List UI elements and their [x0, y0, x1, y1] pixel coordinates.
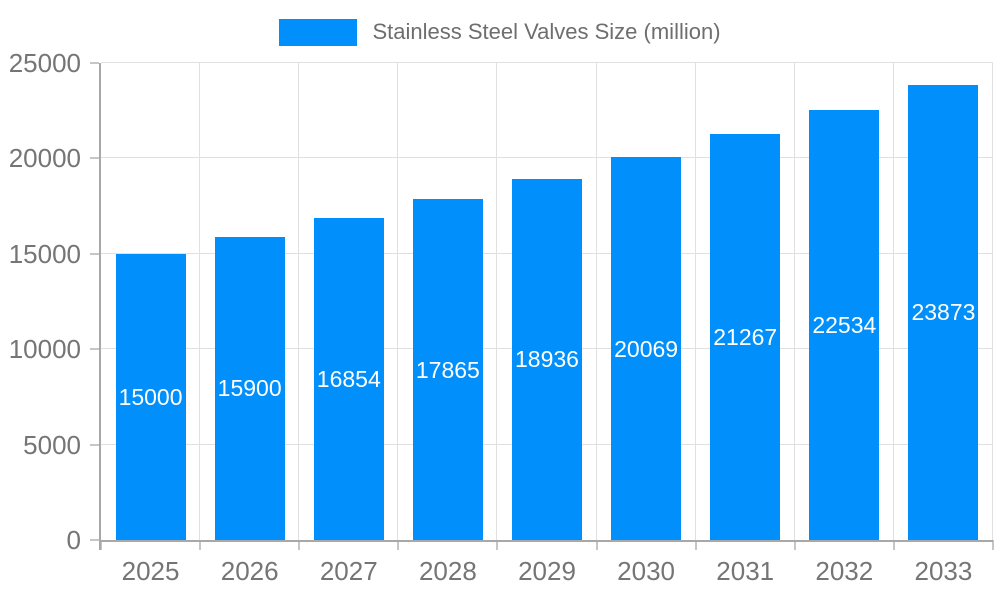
bar-value-label: 21267: [713, 324, 778, 351]
y-axis-line: [99, 63, 101, 550]
legend-label: Stainless Steel Valves Size (million): [372, 19, 721, 44]
x-axis-tick: [694, 540, 697, 550]
bar-value-label: 15000: [118, 383, 183, 410]
bar: [412, 199, 483, 540]
bar: [611, 157, 682, 540]
y-axis-tick-label: 10000: [8, 334, 81, 365]
x-axis-tick: [992, 540, 994, 550]
x-axis-tick-label: 2028: [418, 556, 477, 586]
x-axis-tick-label: 2032: [815, 556, 874, 586]
x-axis-tick: [199, 540, 202, 550]
x-gridline: [694, 63, 696, 540]
y-axis-tick-label: 20000: [8, 143, 81, 174]
legend-item[interactable]: Stainless Steel Valves Size (million): [279, 18, 721, 46]
x-axis-tick-label: 2026: [220, 556, 279, 586]
x-axis-tick-label: 2027: [319, 556, 378, 586]
x-axis-tick: [100, 540, 102, 550]
y-axis-tick: [90, 539, 99, 541]
bar-value-label: 15900: [217, 375, 282, 402]
bar-value-label: 18936: [515, 346, 579, 373]
legend-swatch: [279, 18, 358, 46]
x-axis-line: [99, 540, 993, 542]
y-axis-tick-label: 25000: [8, 48, 81, 78]
x-gridline: [595, 63, 597, 540]
y-axis-tick: [90, 62, 99, 64]
y-gridline: [101, 157, 993, 159]
x-gridline: [397, 63, 399, 540]
x-axis-tick: [298, 540, 301, 550]
bar: [908, 84, 979, 540]
x-axis-tick-label: 2033: [914, 556, 973, 586]
bar: [214, 236, 285, 540]
y-axis-tick: [90, 348, 99, 351]
bar-value-label: 20069: [614, 335, 679, 362]
y-axis-tick: [90, 443, 99, 446]
x-axis-tick: [496, 540, 499, 550]
bar-value-label: 16854: [316, 366, 381, 393]
y-axis-tick-label: 5000: [23, 429, 81, 460]
y-axis-tick: [90, 252, 99, 255]
y-gridline: [101, 62, 993, 63]
y-axis-tick-label: 15000: [8, 238, 81, 269]
x-axis-tick: [793, 540, 796, 550]
bar-value-label: 22534: [812, 312, 877, 339]
legend: Stainless Steel Valves Size (million): [0, 18, 1000, 46]
x-axis-tick: [397, 540, 400, 550]
bar-value-label: 17865: [415, 356, 480, 383]
x-gridline: [298, 63, 300, 540]
bar: [115, 253, 186, 540]
bar: [313, 218, 384, 540]
bar-value-label: 23873: [911, 299, 976, 326]
x-gridline: [992, 63, 993, 540]
y-axis-tick: [90, 157, 99, 160]
x-axis-tick-label: 2029: [518, 556, 576, 586]
y-axis-tick-label: 0: [66, 525, 81, 555]
x-gridline: [793, 63, 795, 540]
x-gridline: [496, 63, 498, 540]
bar: [512, 178, 582, 540]
x-gridline: [199, 63, 201, 540]
x-axis-tick-label: 2025: [121, 556, 180, 586]
bar: [710, 134, 781, 540]
x-axis-tick-label: 2030: [617, 556, 676, 586]
x-axis-tick: [595, 540, 598, 550]
x-axis-tick-label: 2031: [716, 556, 775, 586]
x-gridline: [892, 63, 894, 540]
x-axis-tick: [892, 540, 895, 550]
bar: [809, 110, 880, 540]
